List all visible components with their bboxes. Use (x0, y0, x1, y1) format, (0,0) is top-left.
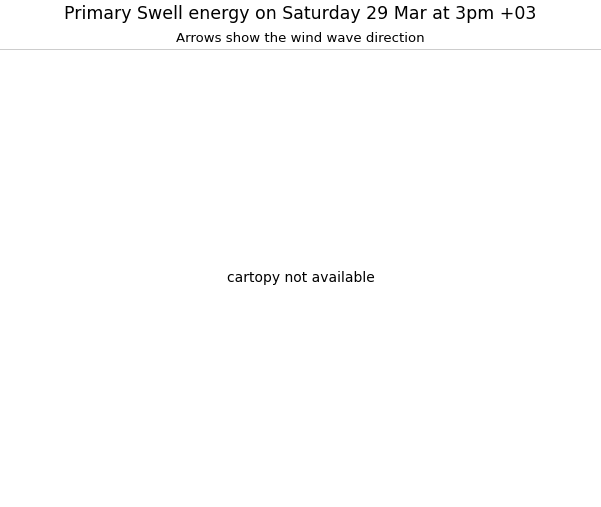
Text: Primary Swell energy on Saturday 29 Mar at 3pm +03: Primary Swell energy on Saturday 29 Mar … (64, 5, 537, 23)
Text: Arrows show the wind wave direction: Arrows show the wind wave direction (176, 32, 425, 45)
Text: cartopy not available: cartopy not available (227, 271, 374, 285)
